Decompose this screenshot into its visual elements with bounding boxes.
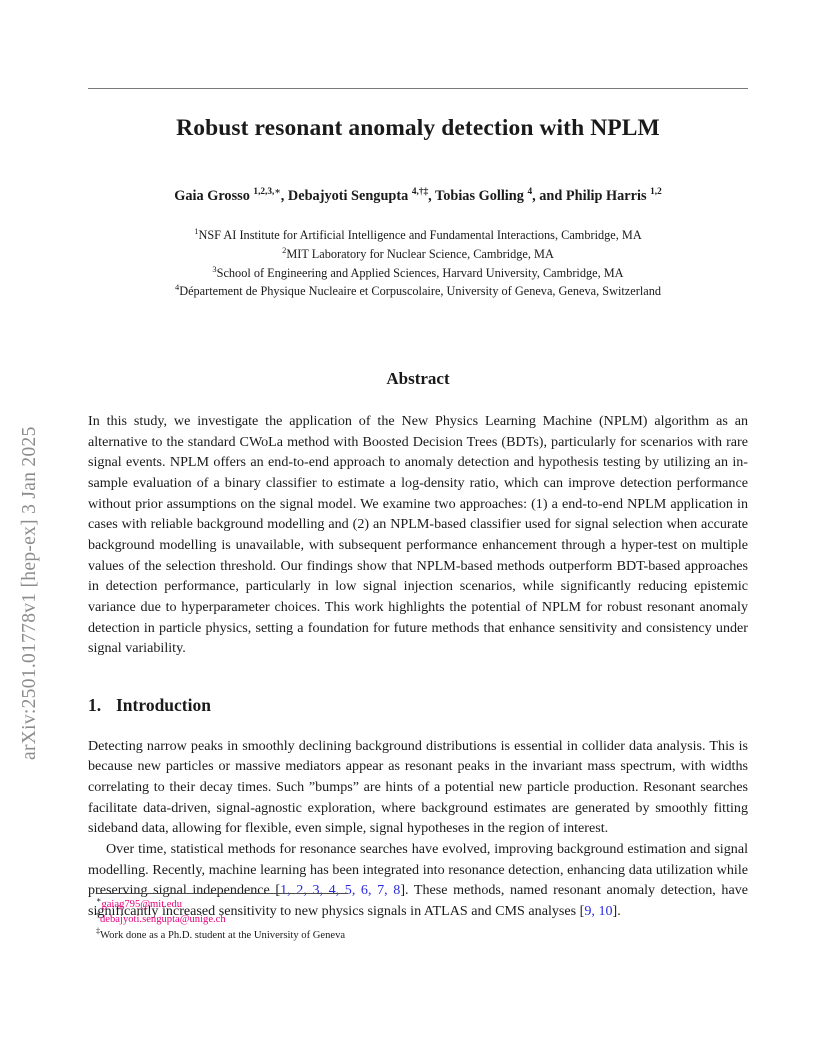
footnote-divider [96, 893, 348, 894]
author-separator-2: , [428, 188, 436, 205]
footnote-item: ‡Work done as a Ph.D. student at the Uni… [96, 926, 696, 943]
paragraph-text-pre: Over time, statistical methods for reson… [88, 841, 748, 899]
author-affil-marker-2: 4,†‡ [411, 187, 429, 198]
affiliation-text: Département de Physique Nucleaire et Cor… [179, 284, 661, 299]
footnote-email-link[interactable]: gaiag795@mit.edu [101, 899, 183, 910]
citation-link-group-a[interactable]: 1, 2, 3, 4, 5, 6, 7, 8 [280, 882, 401, 899]
affiliation-text: MIT Laboratory for Nuclear Science, Camb… [286, 247, 554, 262]
footnote-marker: ∗ [96, 895, 102, 905]
page-title: Robust resonant anomaly detection with N… [176, 115, 660, 141]
footnote-marker: † [96, 910, 100, 920]
footnote-block: ∗gaiag795@mit.edu †debajyoti.sengupta@un… [96, 895, 696, 943]
author-separator-1: , [280, 188, 288, 205]
author-name-2: Debajyoti Sengupta [287, 188, 412, 205]
affiliation-text: NSF AI Institute for Artificial Intellig… [198, 228, 642, 243]
arxiv-stamp: arXiv:2501.01778v1 [hep-ex] 3 Jan 2025 [0, 0, 60, 1056]
affiliation-list: 1NSF AI Institute for Artificial Intelli… [88, 226, 748, 301]
affiliation-item: 4Département de Physique Nucleaire et Co… [88, 282, 748, 301]
author-name-1: Gaia Grosso [174, 188, 254, 205]
affiliation-item: 2MIT Laboratory for Nuclear Science, Cam… [88, 245, 748, 264]
affiliation-marker: 3 [212, 264, 217, 274]
affiliation-text: School of Engineering and Applied Scienc… [216, 265, 624, 280]
paragraph: Detecting narrow peaks in smoothly decli… [88, 737, 748, 837]
paragraph: Over time, statistical methods for reson… [88, 839, 748, 922]
paragraph-text-post: ]. [612, 902, 621, 919]
author-list: Gaia Grosso 1,2,3,∗, Debajyoti Sengupta … [88, 186, 748, 206]
abstract-body: In this study, we investigate the applic… [88, 413, 748, 657]
author-affil-marker-4: 1,2 [650, 187, 662, 198]
affiliation-item: 3School of Engineering and Applied Scien… [88, 264, 748, 283]
abstract-heading: Abstract [386, 369, 450, 389]
affiliation-marker: 4 [175, 283, 180, 293]
arxiv-stamp-text: arXiv:2501.01778v1 [hep-ex] 3 Jan 2025 [19, 426, 40, 760]
footnote-item: †debajyoti.sengupta@unige.ch [96, 910, 696, 927]
affiliation-marker: 1 [194, 227, 199, 237]
author-name-3: Tobias Golling [435, 188, 528, 205]
author-affil-marker-3: 4 [527, 187, 533, 198]
footnote-marker: ‡ [96, 926, 100, 936]
section-number: 1. [88, 694, 102, 715]
paragraph-text-mid: ]. These methods, named resonant anomaly… [88, 882, 749, 919]
footnote-item: ∗gaiag795@mit.edu [96, 895, 696, 912]
paper-content: Robust resonant anomaly detection with N… [88, 88, 748, 922]
author-name-4: Philip Harris [565, 188, 651, 205]
header-divider [88, 88, 748, 89]
affiliation-item: 1NSF AI Institute for Artificial Intelli… [88, 226, 748, 245]
citation-link-group-b[interactable]: 9, 10 [584, 902, 613, 919]
section-title: Introduction [116, 694, 211, 715]
author-separator-3: , and [532, 188, 566, 205]
footnote-email-link[interactable]: debajyoti.sengupta@unige.ch [100, 914, 226, 926]
author-affil-marker-1: 1,2,3,∗ [253, 187, 281, 198]
footnote-text: Work done as a Ph.D. student at the Univ… [100, 929, 346, 941]
section-heading-introduction: 1. Introduction [88, 695, 748, 716]
affiliation-marker: 2 [282, 245, 287, 255]
